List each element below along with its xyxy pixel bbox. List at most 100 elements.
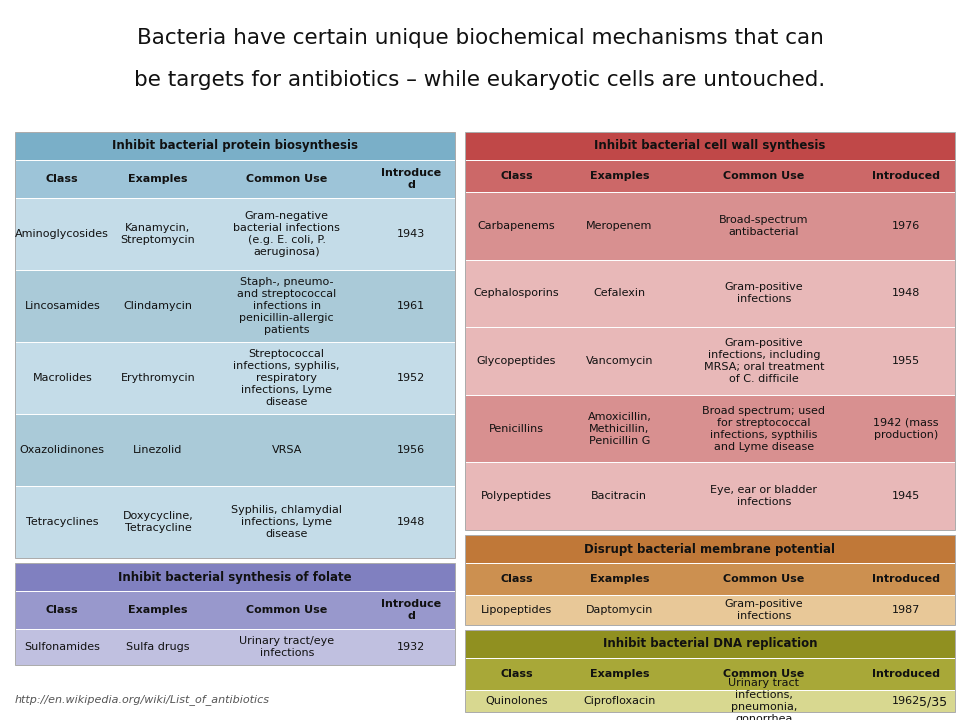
Text: 1943: 1943: [396, 229, 425, 239]
Bar: [465, 395, 955, 462]
Bar: [15, 198, 455, 270]
Bar: [465, 630, 955, 658]
Text: Common Use: Common Use: [723, 669, 804, 679]
Text: 5/35: 5/35: [919, 696, 947, 708]
Text: Oxazolidinones: Oxazolidinones: [20, 445, 105, 455]
Text: Sulfa drugs: Sulfa drugs: [127, 642, 190, 652]
Bar: [15, 342, 455, 414]
Text: Lincosamides: Lincosamides: [24, 301, 100, 311]
Text: Common Use: Common Use: [246, 605, 327, 615]
Text: Syphilis, chlamydial
infections, Lyme
disease: Syphilis, chlamydial infections, Lyme di…: [231, 505, 342, 539]
Text: Introduced: Introduced: [872, 574, 940, 584]
Bar: [465, 595, 955, 625]
Text: Common Use: Common Use: [246, 174, 327, 184]
Bar: [465, 132, 955, 160]
Text: 1961: 1961: [396, 301, 425, 311]
Text: 1952: 1952: [396, 373, 425, 383]
Bar: [15, 563, 455, 591]
Text: Lipopeptides: Lipopeptides: [481, 605, 552, 615]
Text: 1945: 1945: [892, 491, 920, 501]
Text: 1948: 1948: [892, 289, 921, 298]
Text: Gram-positive
infections: Gram-positive infections: [725, 282, 804, 305]
Text: Bacteria have certain unique biochemical mechanisms that can: Bacteria have certain unique biochemical…: [136, 28, 824, 48]
Text: 1987: 1987: [892, 605, 921, 615]
Bar: [465, 192, 955, 260]
Text: Tetracyclines: Tetracyclines: [26, 517, 99, 527]
Text: Erythromycin: Erythromycin: [121, 373, 196, 383]
Bar: [15, 160, 455, 198]
Bar: [465, 563, 955, 595]
Bar: [465, 630, 955, 712]
Bar: [15, 132, 455, 558]
Text: 1955: 1955: [892, 356, 920, 366]
Text: Bacitracin: Bacitracin: [591, 491, 647, 501]
Text: Broad-spectrum
antibacterial: Broad-spectrum antibacterial: [719, 215, 808, 237]
Text: Penicillins: Penicillins: [489, 423, 544, 433]
Text: Class: Class: [500, 574, 533, 584]
Text: Class: Class: [500, 171, 533, 181]
Text: Vancomycin: Vancomycin: [586, 356, 653, 366]
Text: Clindamycin: Clindamycin: [124, 301, 193, 311]
Text: Macrolides: Macrolides: [33, 373, 92, 383]
Text: Streptococcal
infections, syphilis,
respiratory
infections, Lyme
disease: Streptococcal infections, syphilis, resp…: [233, 349, 340, 407]
Bar: [15, 132, 455, 160]
Text: Examples: Examples: [589, 669, 649, 679]
Text: 1956: 1956: [396, 445, 425, 455]
Text: Introduce
d: Introduce d: [381, 599, 441, 621]
Bar: [465, 132, 955, 530]
Text: Quinolones: Quinolones: [485, 696, 548, 706]
Text: Common Use: Common Use: [723, 171, 804, 181]
Text: Meropenem: Meropenem: [587, 221, 653, 231]
Text: Cephalosporins: Cephalosporins: [473, 289, 560, 298]
Text: Carbapenems: Carbapenems: [478, 221, 555, 231]
Text: Linezolid: Linezolid: [133, 445, 182, 455]
Text: 1976: 1976: [892, 221, 920, 231]
Text: Glycopeptides: Glycopeptides: [477, 356, 556, 366]
Bar: [15, 563, 455, 665]
Text: Urinary tract/eye
infections: Urinary tract/eye infections: [239, 636, 334, 658]
Bar: [465, 535, 955, 563]
Text: http://en.wikipedia.org/wiki/List_of_antibiotics: http://en.wikipedia.org/wiki/List_of_ant…: [15, 695, 270, 706]
Text: be targets for antibiotics – while eukaryotic cells are untouched.: be targets for antibiotics – while eukar…: [134, 70, 826, 90]
Bar: [15, 591, 455, 629]
Bar: [465, 160, 955, 192]
Text: Class: Class: [500, 669, 533, 679]
Bar: [465, 462, 955, 530]
Text: Examples: Examples: [129, 174, 188, 184]
Text: Inhibit bacterial DNA replication: Inhibit bacterial DNA replication: [603, 637, 817, 650]
Text: Class: Class: [46, 605, 79, 615]
Text: Doxycycline,
Tetracycline: Doxycycline, Tetracycline: [123, 511, 193, 533]
Text: Cefalexin: Cefalexin: [593, 289, 645, 298]
Text: 1932: 1932: [396, 642, 425, 652]
Text: Broad spectrum; used
for streptococcal
infections, sypthilis
and Lyme disease: Broad spectrum; used for streptococcal i…: [703, 405, 826, 451]
Text: Gram-positive
infections: Gram-positive infections: [725, 599, 804, 621]
Text: Polypeptides: Polypeptides: [481, 491, 552, 501]
Text: Introduced: Introduced: [872, 171, 940, 181]
Text: Daptomycin: Daptomycin: [586, 605, 653, 615]
Bar: [15, 270, 455, 342]
Text: Examples: Examples: [589, 574, 649, 584]
Text: Aminoglycosides: Aminoglycosides: [15, 229, 109, 239]
Text: VRSA: VRSA: [272, 445, 301, 455]
Text: 1962: 1962: [892, 696, 920, 706]
Text: Examples: Examples: [129, 605, 188, 615]
Text: Inhibit bacterial cell wall synthesis: Inhibit bacterial cell wall synthesis: [594, 140, 826, 153]
Text: Gram-positive
infections, including
MRSA; oral treatment
of C. difficile: Gram-positive infections, including MRSA…: [704, 338, 824, 384]
Text: Staph-, pneumo-
and streptococcal
infections in
penicillin-allergic
patients: Staph-, pneumo- and streptococcal infect…: [237, 277, 336, 335]
Text: Class: Class: [46, 174, 79, 184]
Bar: [465, 658, 955, 690]
Text: Amoxicillin,
Methicillin,
Penicillin G: Amoxicillin, Methicillin, Penicillin G: [588, 412, 651, 446]
Text: Urinary tract
infections,
pneumonia,
gonorrhea: Urinary tract infections, pneumonia, gon…: [729, 678, 800, 720]
Bar: [465, 260, 955, 327]
Text: Introduced: Introduced: [872, 669, 940, 679]
Text: 1942 (mass
production): 1942 (mass production): [874, 418, 939, 440]
Text: Sulfonamides: Sulfonamides: [24, 642, 100, 652]
Bar: [15, 486, 455, 558]
Text: Gram-negative
bacterial infections
(e.g. E. coli, P.
aeruginosa): Gram-negative bacterial infections (e.g.…: [233, 211, 340, 257]
Bar: [465, 535, 955, 625]
Text: 1948: 1948: [396, 517, 425, 527]
Text: Ciprofloxacin: Ciprofloxacin: [583, 696, 656, 706]
Text: Inhibit bacterial protein biosynthesis: Inhibit bacterial protein biosynthesis: [112, 140, 358, 153]
Text: Disrupt bacterial membrane potential: Disrupt bacterial membrane potential: [585, 542, 835, 556]
Text: Introduce
d: Introduce d: [381, 168, 441, 190]
